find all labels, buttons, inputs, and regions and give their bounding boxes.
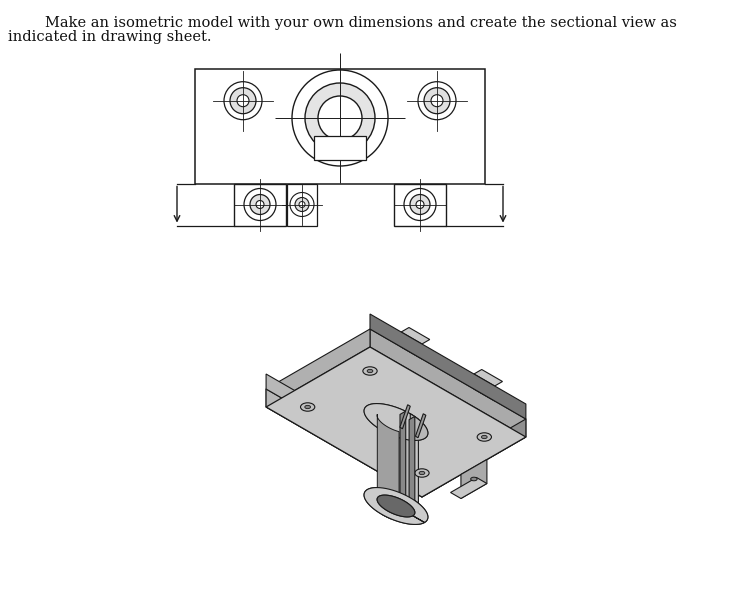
Polygon shape bbox=[401, 332, 422, 359]
Circle shape bbox=[299, 201, 305, 207]
Polygon shape bbox=[370, 434, 391, 461]
Circle shape bbox=[305, 83, 375, 153]
Polygon shape bbox=[266, 329, 370, 407]
Circle shape bbox=[290, 192, 314, 216]
Circle shape bbox=[295, 197, 309, 211]
Polygon shape bbox=[377, 495, 415, 517]
Circle shape bbox=[256, 201, 264, 208]
Circle shape bbox=[418, 82, 456, 120]
Polygon shape bbox=[382, 414, 428, 525]
Polygon shape bbox=[370, 329, 526, 437]
Circle shape bbox=[250, 194, 270, 214]
Ellipse shape bbox=[415, 469, 429, 477]
Circle shape bbox=[224, 82, 262, 120]
Polygon shape bbox=[266, 347, 526, 497]
Text: indicated in drawing sheet.: indicated in drawing sheet. bbox=[8, 30, 211, 44]
Circle shape bbox=[292, 70, 388, 166]
Polygon shape bbox=[400, 405, 411, 429]
Polygon shape bbox=[415, 414, 426, 438]
Bar bbox=[195, 68, 485, 184]
Polygon shape bbox=[364, 488, 428, 525]
Circle shape bbox=[318, 96, 362, 140]
Ellipse shape bbox=[478, 433, 492, 441]
Polygon shape bbox=[450, 478, 487, 498]
Polygon shape bbox=[266, 389, 422, 497]
Polygon shape bbox=[422, 419, 526, 497]
Ellipse shape bbox=[301, 403, 315, 411]
Polygon shape bbox=[377, 414, 399, 516]
Text: Make an isometric model with your own dimensions and create the sectional view a: Make an isometric model with your own di… bbox=[8, 16, 677, 30]
Circle shape bbox=[424, 88, 450, 113]
Ellipse shape bbox=[363, 367, 378, 375]
Ellipse shape bbox=[419, 472, 425, 475]
Bar bbox=[314, 136, 366, 160]
Polygon shape bbox=[297, 392, 318, 419]
Circle shape bbox=[410, 194, 430, 214]
Polygon shape bbox=[474, 369, 502, 386]
Polygon shape bbox=[364, 403, 418, 519]
Circle shape bbox=[237, 94, 249, 107]
Bar bbox=[287, 184, 317, 226]
Polygon shape bbox=[401, 327, 429, 344]
Circle shape bbox=[244, 188, 276, 220]
Circle shape bbox=[416, 201, 424, 208]
Polygon shape bbox=[266, 374, 422, 479]
Polygon shape bbox=[266, 347, 526, 497]
Circle shape bbox=[431, 94, 443, 107]
Bar bbox=[394, 184, 446, 226]
Ellipse shape bbox=[471, 477, 478, 481]
Ellipse shape bbox=[305, 405, 311, 409]
Polygon shape bbox=[370, 314, 526, 419]
Polygon shape bbox=[400, 411, 406, 498]
Circle shape bbox=[404, 188, 436, 220]
Polygon shape bbox=[461, 460, 487, 498]
Ellipse shape bbox=[481, 435, 487, 438]
Polygon shape bbox=[474, 374, 495, 401]
Ellipse shape bbox=[367, 369, 373, 372]
Bar bbox=[234, 184, 286, 226]
Polygon shape bbox=[409, 416, 415, 504]
Circle shape bbox=[230, 88, 256, 113]
